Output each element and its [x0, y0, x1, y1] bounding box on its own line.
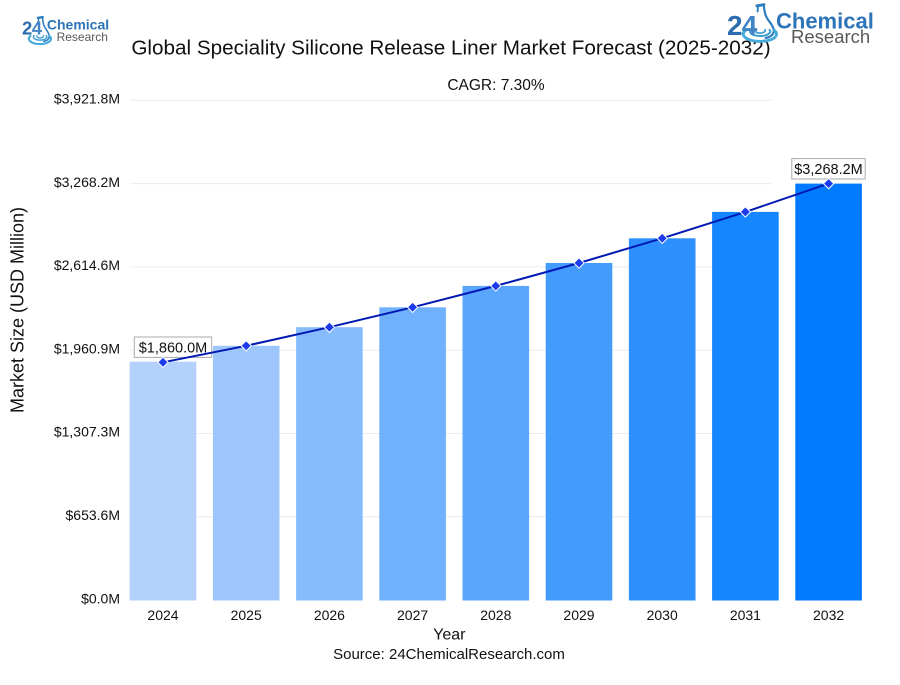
svg-text:$2,614.6M: $2,614.6M — [54, 257, 120, 273]
svg-text:Global Speciality Silicone Rel: Global Speciality Silicone Release Liner… — [131, 37, 770, 60]
svg-text:Year: Year — [433, 626, 466, 643]
svg-text:$0.0M: $0.0M — [81, 590, 120, 606]
svg-text:$3,921.8M: $3,921.8M — [54, 91, 120, 107]
svg-text:24: 24 — [727, 10, 758, 41]
svg-text:Chemical: Chemical — [776, 9, 874, 34]
svg-text:$3,268.2M: $3,268.2M — [794, 162, 863, 178]
svg-text:2026: 2026 — [314, 607, 345, 623]
svg-text:Market Size (USD Million): Market Size (USD Million) — [8, 207, 28, 413]
svg-text:$653.6M: $653.6M — [66, 507, 120, 523]
svg-text:$1,860.0M: $1,860.0M — [139, 341, 208, 357]
svg-text:Chemical: Chemical — [47, 17, 109, 33]
svg-text:2028: 2028 — [480, 607, 511, 623]
svg-text:Research: Research — [57, 30, 108, 44]
svg-text:2030: 2030 — [647, 607, 678, 623]
svg-text:24: 24 — [22, 18, 43, 39]
svg-text:$3,268.2M: $3,268.2M — [54, 174, 120, 190]
svg-text:2032: 2032 — [813, 607, 844, 623]
svg-text:$1,960.9M: $1,960.9M — [54, 340, 120, 356]
svg-text:2027: 2027 — [397, 607, 428, 623]
svg-text:2031: 2031 — [730, 607, 761, 623]
svg-text:CAGR: 7.30%: CAGR: 7.30% — [447, 77, 545, 94]
svg-text:$1,307.3M: $1,307.3M — [54, 424, 120, 440]
svg-text:Research: Research — [791, 26, 870, 47]
svg-text:2024: 2024 — [147, 607, 178, 623]
svg-text:2025: 2025 — [231, 607, 262, 623]
svg-text:Source: 24ChemicalResearch.com: Source: 24ChemicalResearch.com — [333, 646, 565, 663]
svg-text:2029: 2029 — [563, 607, 594, 623]
